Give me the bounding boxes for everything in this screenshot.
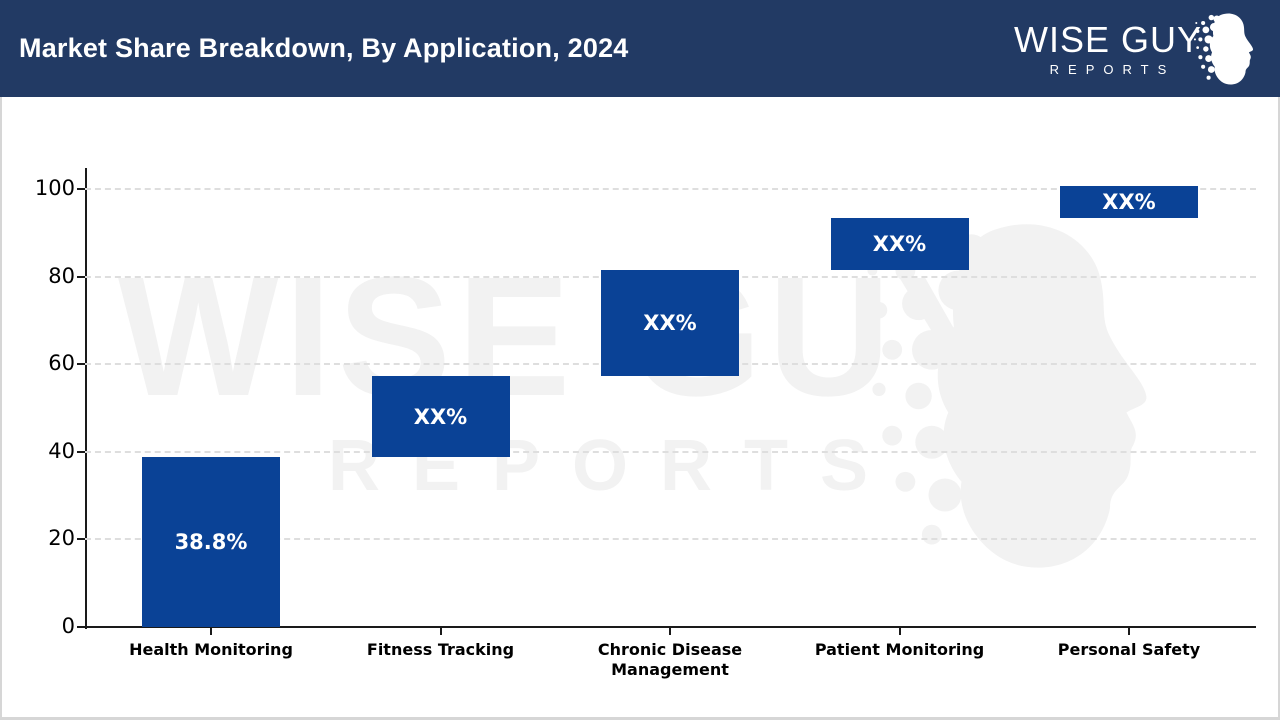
category-label-3: Patient Monitoring xyxy=(814,640,985,659)
y-tick-60 xyxy=(77,363,85,366)
y-tick-0 xyxy=(77,626,85,628)
x-tick-1 xyxy=(439,627,442,635)
y-tick-20 xyxy=(77,538,85,541)
watermark-text-1: WISE GUY xyxy=(118,242,1017,432)
y-tick-label-80: 80 xyxy=(48,263,75,288)
gridline-20 xyxy=(85,538,1256,541)
x-tick-2 xyxy=(669,627,671,635)
x-tick-0 xyxy=(210,627,212,635)
category-label-4: Personal Safety xyxy=(1057,640,1201,659)
y-tick-100 xyxy=(77,188,85,190)
bar-value-label-1: XX% xyxy=(413,404,468,429)
frame-border-right xyxy=(1278,97,1280,720)
frame-border-left xyxy=(0,97,2,720)
bar-value-label-0: 38.8% xyxy=(174,530,248,555)
y-axis xyxy=(85,168,87,629)
bar-value-label-2: XX% xyxy=(643,311,697,336)
y-tick-label-100: 100 xyxy=(34,176,75,200)
gridline-40 xyxy=(85,450,1256,453)
bar-0: 38.8% xyxy=(142,457,280,627)
y-tick-label-20: 20 xyxy=(48,526,75,551)
y-tick-label-60: 60 xyxy=(48,351,75,376)
bar-1: XX% xyxy=(371,376,510,458)
watermark-head-icon xyxy=(860,224,1147,568)
category-label-2: Chronic Disease Management xyxy=(597,640,743,679)
brand-wordmark: WISE GUY REPORTS xyxy=(1013,18,1202,79)
brand-logo: WISE GUY REPORTS xyxy=(1014,8,1262,90)
category-label-1: Fitness Tracking xyxy=(366,640,515,659)
frame-border-bottom xyxy=(0,717,1280,720)
y-tick-label-0: 0 xyxy=(61,614,75,638)
y-tick-label-40: 40 xyxy=(48,438,75,463)
category-label-0: Health Monitoring xyxy=(129,640,293,659)
header-bar: Market Share Breakdown, By Application, … xyxy=(0,0,1280,97)
bar-4: XX% xyxy=(1060,185,1198,218)
x-tick-4 xyxy=(1128,627,1130,635)
y-tick-40 xyxy=(77,450,85,453)
brand-subname: REPORTS xyxy=(1049,61,1176,77)
page-title: Market Share Breakdown, By Application, … xyxy=(19,33,629,63)
bar-3: XX% xyxy=(830,217,969,271)
bar-2: XX% xyxy=(601,270,739,377)
brand-head-icon xyxy=(1193,13,1254,85)
y-tick-80 xyxy=(77,275,85,278)
bar-value-label-3: XX% xyxy=(872,232,927,257)
gridline-100 xyxy=(85,188,1256,190)
brand-name: WISE GUY xyxy=(1013,18,1202,60)
x-tick-3 xyxy=(898,627,901,635)
bar-value-label-4: XX% xyxy=(1102,189,1156,214)
